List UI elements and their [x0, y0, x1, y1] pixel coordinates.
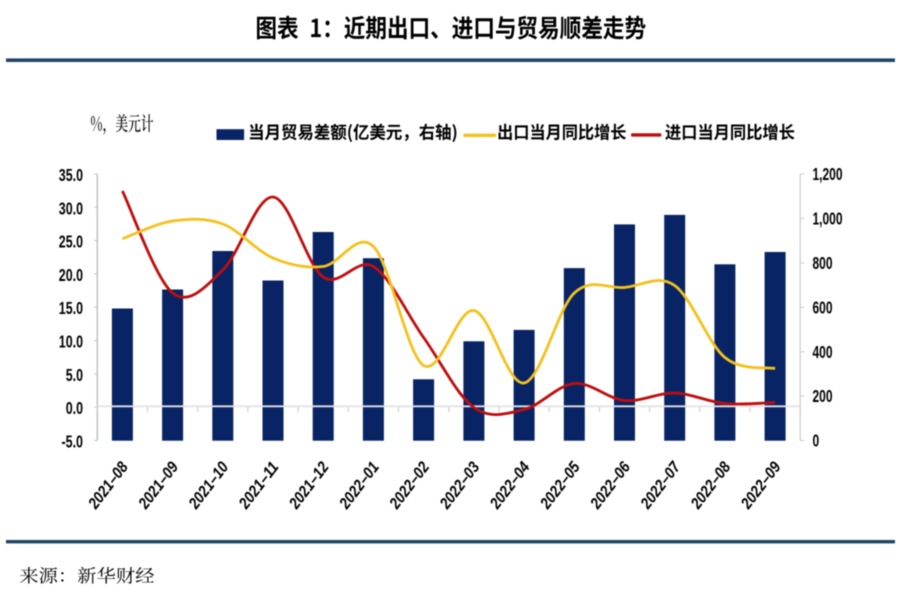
- svg-text:400: 400: [813, 342, 833, 362]
- svg-text:5.0: 5.0: [66, 365, 83, 385]
- svg-text:800: 800: [813, 253, 833, 273]
- svg-text:30.0: 30.0: [59, 198, 83, 218]
- svg-text:10.0: 10.0: [59, 332, 83, 352]
- svg-text:1,200: 1,200: [813, 164, 843, 184]
- svg-text:600: 600: [813, 297, 833, 317]
- svg-text:35.0: 35.0: [59, 165, 83, 185]
- svg-text:20.0: 20.0: [59, 265, 83, 285]
- svg-text:0: 0: [813, 431, 820, 451]
- svg-text:-5.0: -5.0: [62, 432, 84, 452]
- svg-text:0.0: 0.0: [66, 398, 83, 418]
- svg-text:1,000: 1,000: [813, 209, 843, 229]
- svg-text:25.0: 25.0: [59, 232, 83, 252]
- svg-text:15.0: 15.0: [59, 298, 83, 318]
- svg-text:200: 200: [813, 386, 833, 406]
